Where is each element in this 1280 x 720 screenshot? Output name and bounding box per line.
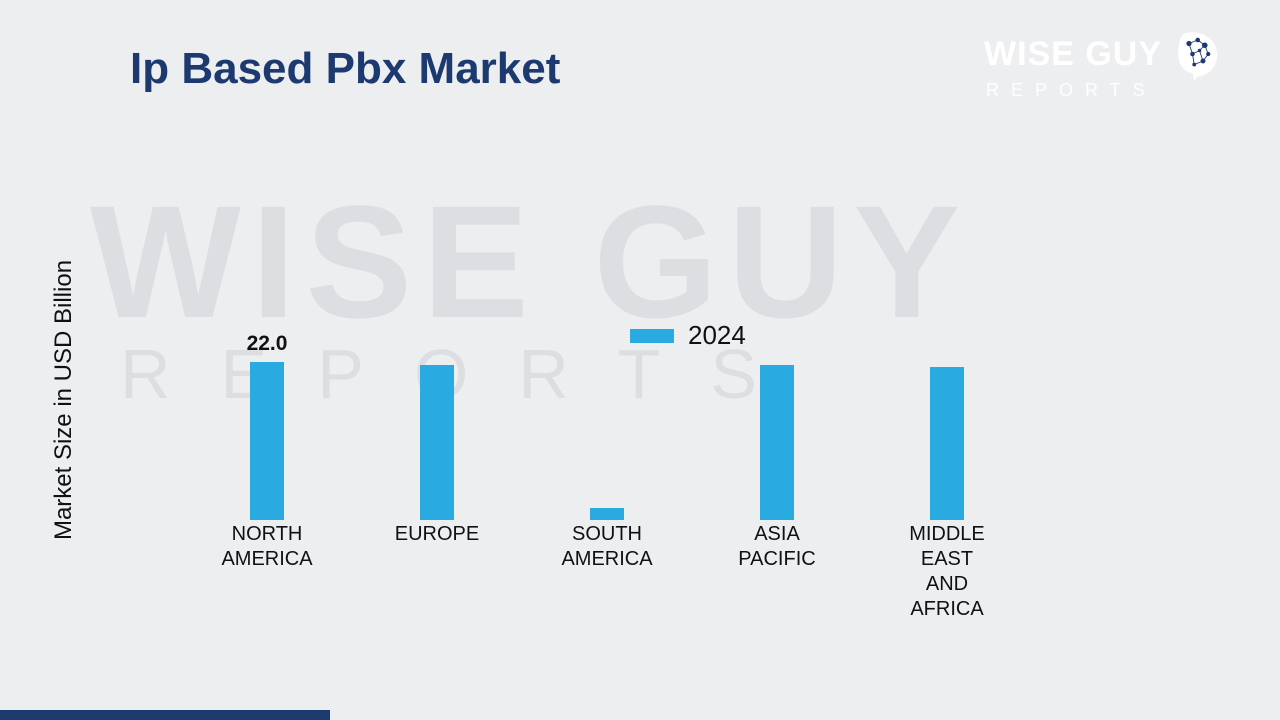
- bar-value-label: 22.0: [187, 332, 347, 356]
- category-label: NORTHAMERICA: [187, 522, 347, 572]
- brand-logo: WISE GUY REPORTS: [984, 26, 1244, 101]
- logo-line1: WISE GUY: [984, 26, 1244, 82]
- bar: [590, 508, 624, 520]
- logo-text-1: WISE GUY: [984, 35, 1162, 74]
- category-label: EUROPE: [357, 522, 517, 547]
- bar-chart: Market Size in USD Billion 2024 22.0 NOR…: [70, 140, 970, 660]
- y-axis-label: Market Size in USD Billion: [50, 260, 78, 540]
- head-icon: [1168, 26, 1224, 82]
- page: WISE GUY REPORTS Ip Based Pbx Market WIS…: [0, 0, 1280, 720]
- category-label: SOUTHAMERICA: [527, 522, 687, 572]
- chart-title: Ip Based Pbx Market: [130, 44, 560, 94]
- plot-area: 22.0: [140, 160, 960, 520]
- category-label: MIDDLEEASTANDAFRICA: [867, 522, 1027, 622]
- bar: [760, 365, 794, 520]
- bottom-accent-bar: [0, 710, 330, 720]
- bar: [930, 367, 964, 520]
- category-label: ASIAPACIFIC: [697, 522, 857, 572]
- bar: [250, 362, 284, 520]
- logo-line2: REPORTS: [984, 80, 1244, 101]
- bar: [420, 365, 454, 520]
